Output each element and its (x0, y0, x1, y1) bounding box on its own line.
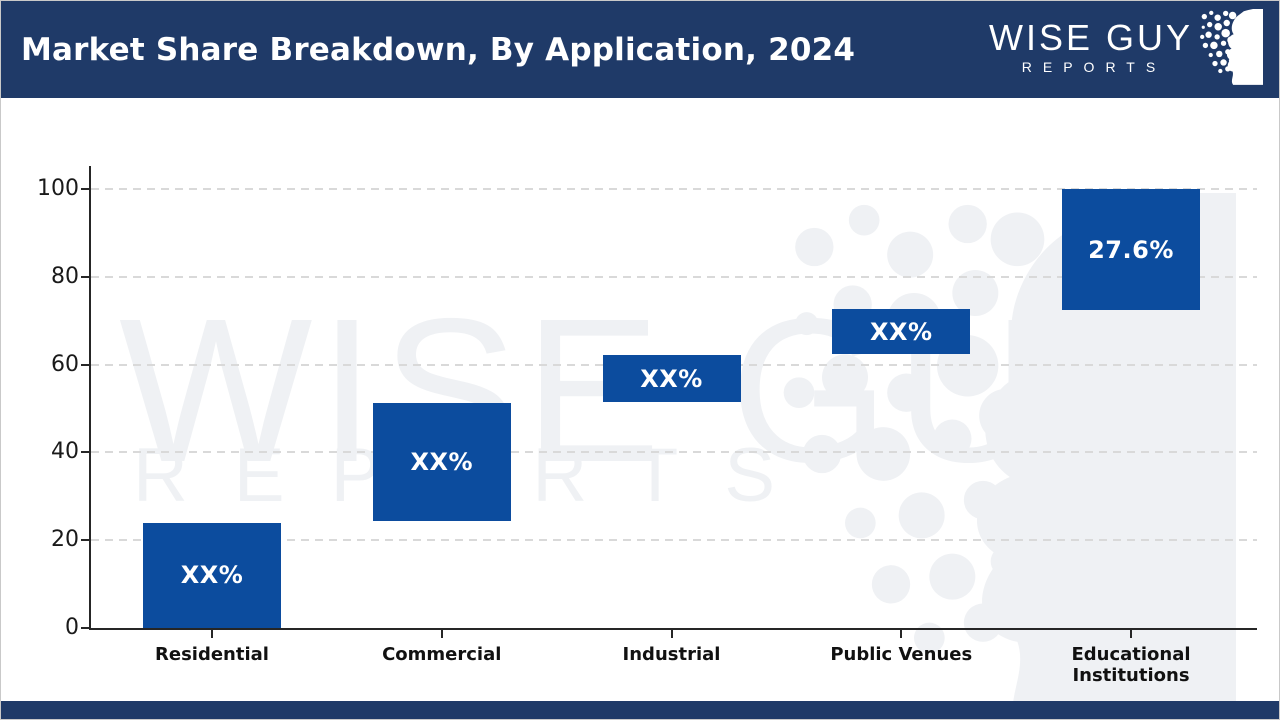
y-tick-label: 60 (51, 351, 79, 377)
x-axis-tick (211, 630, 213, 638)
bar-public-venues: XX% (832, 309, 971, 355)
logo-wordmark: WISE GUY (988, 17, 1193, 59)
y-tick-label: 80 (51, 263, 79, 289)
category-label: Residential (155, 644, 269, 665)
bar-value-label: 27.6% (1088, 235, 1174, 264)
category-label: Industrial (622, 644, 721, 665)
bar-educational-institutions: 27.6% (1062, 189, 1200, 311)
gridline (91, 275, 1257, 278)
y-tick-label: 100 (37, 176, 79, 201)
logo-subtitle: REPORTS (1021, 58, 1167, 75)
waterfall-chart: WISE GUY REPORTS 020406080100XX%Resident… (1, 98, 1279, 719)
bar-industrial: XX% (602, 355, 741, 403)
y-axis-line (89, 166, 91, 630)
y-tick-label: 40 (51, 439, 79, 465)
y-axis-tick (81, 539, 89, 542)
x-axis-tick (670, 630, 673, 638)
bar-value-label: XX% (869, 317, 933, 346)
wise-guy-reports-logo: WISE GUY REPORTS (989, 9, 1263, 85)
y-tick-label: 0 (65, 615, 79, 640)
y-tick-label: 20 (51, 527, 79, 553)
page-title: Market Share Breakdown, By Application, … (21, 31, 856, 68)
bar-value-label: XX% (180, 561, 244, 590)
category-label: Educational Institutions (1071, 644, 1191, 686)
x-axis-tick (1130, 630, 1132, 638)
y-axis-tick (81, 188, 89, 190)
y-axis-tick (81, 275, 89, 278)
face-dots-icon (1199, 9, 1263, 85)
gridline (91, 188, 1257, 190)
category-label: Commercial (382, 644, 502, 665)
gridline (91, 539, 1257, 542)
x-axis-tick (900, 630, 903, 638)
bar-value-label: XX% (640, 364, 703, 393)
category-label: Public Venues (830, 644, 973, 665)
header-bar: Market Share Breakdown, By Application, … (1, 1, 1279, 98)
x-axis-line (89, 628, 1257, 630)
bar-residential: XX% (143, 522, 281, 628)
y-axis-tick (81, 451, 89, 454)
bar-commercial: XX% (372, 403, 511, 522)
y-axis-tick (81, 363, 89, 366)
y-axis-tick (81, 627, 89, 629)
footer-bar (1, 701, 1279, 719)
bar-value-label: XX% (410, 448, 474, 477)
x-axis-tick (440, 630, 443, 638)
logo-text: WISE GUY REPORTS (989, 19, 1193, 75)
gridline (91, 451, 1257, 454)
